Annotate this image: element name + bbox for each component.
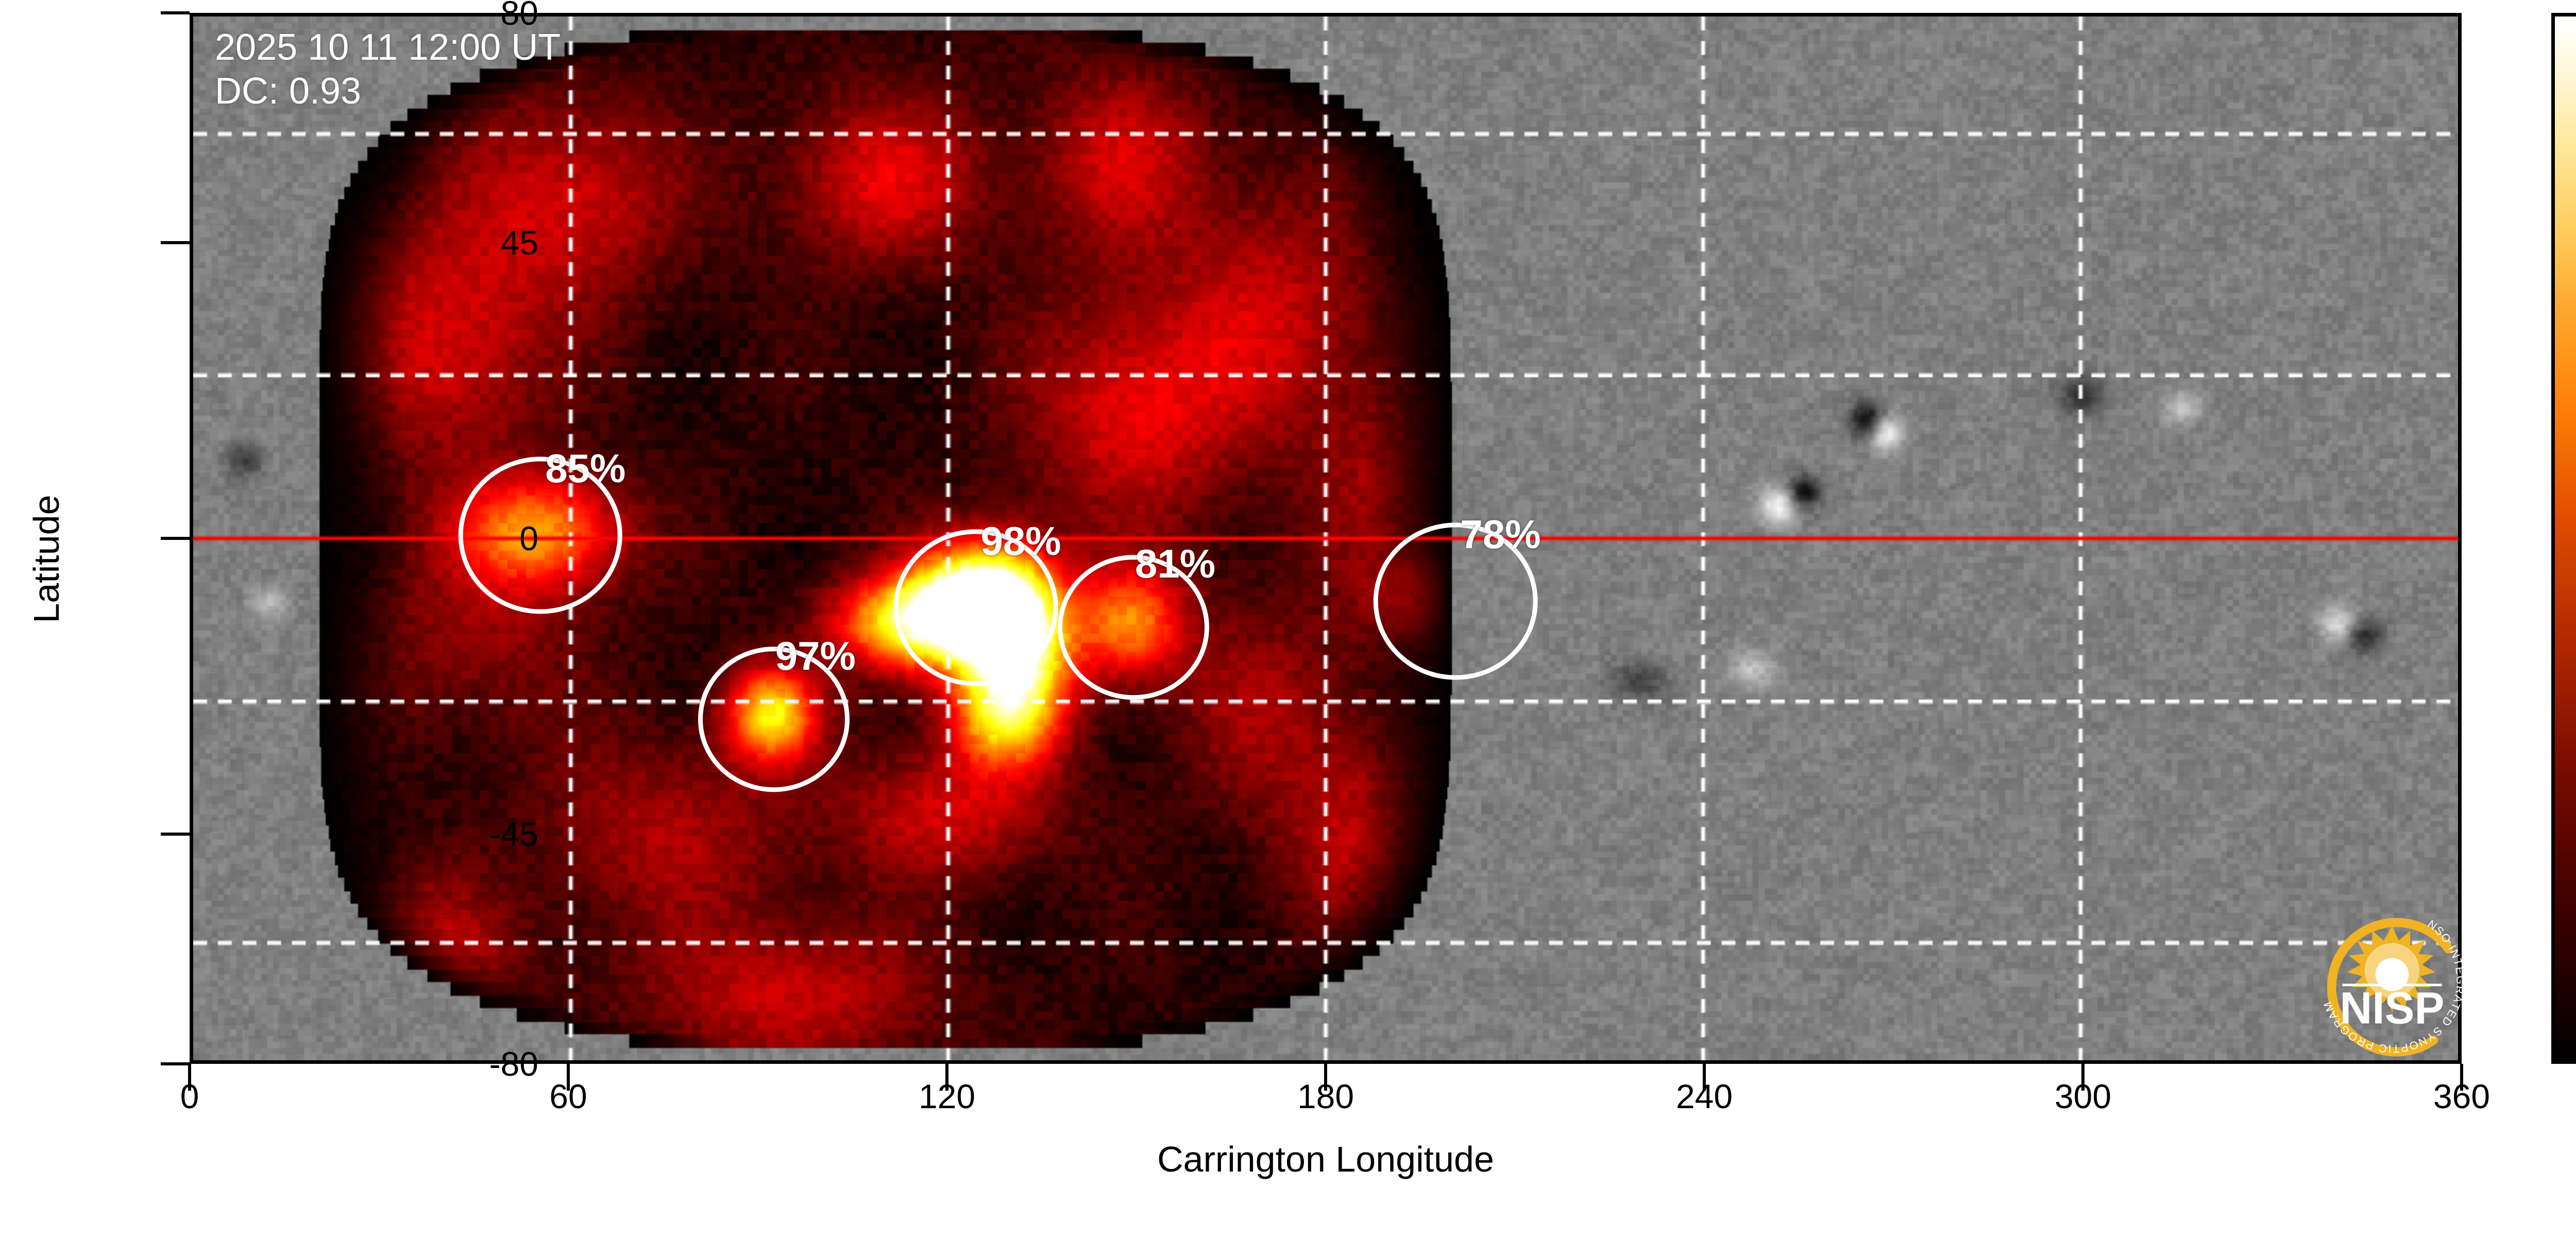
latitude-tick-label-4: -80: [489, 1045, 538, 1083]
latitude-tick-mark-1: [161, 241, 190, 245]
latitude-tick-label-3: -45: [489, 815, 538, 853]
latitude-tick-label-1: 45: [500, 224, 538, 262]
farside-colorbar: [2551, 13, 2576, 1064]
latitude-tick-label-0: 80: [500, 0, 538, 32]
x-axis-label: Carrington Longitude: [1157, 1139, 1494, 1179]
latitude-tick-mark-0: [161, 11, 190, 14]
latitude-tick-mark-4: [161, 1062, 190, 1065]
y-axis-label: Latitude: [26, 495, 66, 623]
longitude-tick-mark-2: [945, 1064, 948, 1091]
latitude-tick-mark-2: [161, 537, 190, 540]
magnetogram-canvas: [193, 16, 2458, 1060]
longitude-tick-mark-0: [188, 1064, 191, 1091]
latitude-tick-mark-3: [161, 832, 190, 836]
latitude-tick-label-2: 0: [519, 519, 538, 557]
longitude-tick-mark-4: [1703, 1064, 1706, 1091]
longitude-tick-mark-6: [2460, 1064, 2463, 1091]
longitude-tick-mark-3: [1324, 1064, 1327, 1091]
longitude-tick-mark-1: [567, 1064, 570, 1091]
synoptic-map-plot: 2025 10 11 12:00 UT DC: 0.93 85% 98% 81% 97…: [190, 13, 2462, 1064]
longitude-tick-mark-5: [2081, 1064, 2084, 1091]
